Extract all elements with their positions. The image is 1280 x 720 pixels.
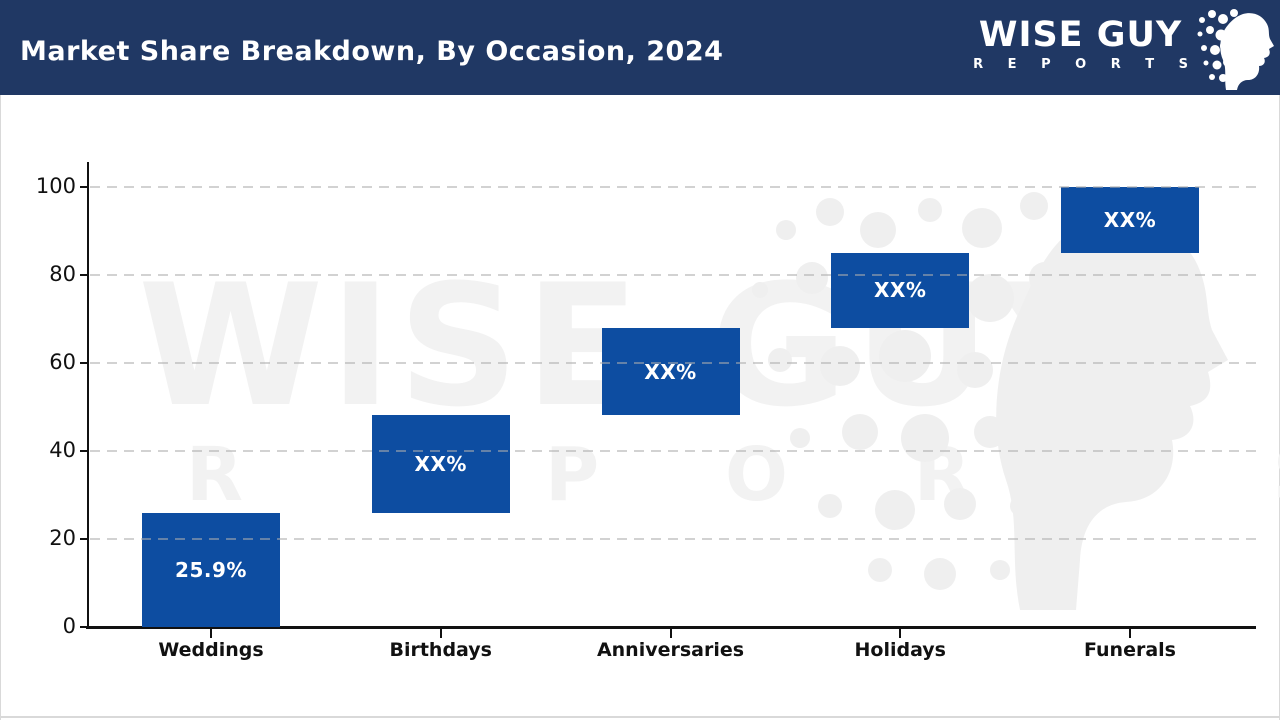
y-tick-label-100: 100 <box>35 174 76 198</box>
logo-wordmark: WISE GUY R E P O R T S <box>963 16 1198 72</box>
logo-line1: WISE GUY <box>978 15 1183 55</box>
gridline-80 <box>90 274 1256 276</box>
gridline-60 <box>90 362 1256 364</box>
gridline-20 <box>90 538 1256 540</box>
y-tick-label-40: 40 <box>49 438 76 462</box>
logo-face-icon <box>1197 9 1274 90</box>
x-tick-mark <box>669 629 672 638</box>
gridline-40 <box>90 450 1256 452</box>
header-bar: Market Share Breakdown, By Occasion, 202… <box>0 0 1280 95</box>
gridline-100 <box>90 186 1256 188</box>
y-tick-mark <box>80 362 88 364</box>
bar-label: XX% <box>874 278 927 303</box>
bar-holidays: XX% <box>831 252 970 329</box>
bar-weddings: 25.9% <box>142 513 280 627</box>
bar-label: 25.9% <box>175 558 247 582</box>
x-tick-mark <box>439 629 442 638</box>
x-tick-label-funerals: Funerals <box>1084 639 1176 661</box>
logo-line2: R E P O R T S <box>973 57 1198 72</box>
bar-funerals: XX% <box>1061 187 1199 253</box>
bottom-rule <box>0 716 1280 718</box>
y-tick-mark <box>80 450 88 452</box>
y-tick-mark <box>80 274 88 276</box>
x-tick-label-anniversaries: Anniversaries <box>596 639 745 661</box>
y-tick-mark <box>80 626 88 628</box>
y-tick-label-0: 0 <box>62 614 76 638</box>
chart-title: Market Share Breakdown, By Occasion, 202… <box>20 36 724 67</box>
x-tick-label-holidays: Holidays <box>854 639 946 661</box>
bar-label: XX% <box>414 451 467 476</box>
x-axis <box>86 626 1256 629</box>
y-axis <box>87 162 89 628</box>
y-tick-label-60: 60 <box>49 350 76 374</box>
bar-birthdays: XX% <box>371 414 510 514</box>
x-tick-mark <box>1129 629 1131 638</box>
bar-anniversaries: XX% <box>601 328 740 415</box>
bar-label: XX% <box>1103 207 1157 232</box>
x-tick-label-weddings: Weddings <box>158 639 264 661</box>
x-tick-mark <box>210 629 212 638</box>
y-tick-mark <box>80 538 88 540</box>
x-tick-label-birthdays: Birthdays <box>389 639 492 661</box>
x-tick-mark <box>899 629 902 638</box>
y-tick-label-20: 20 <box>49 526 76 550</box>
y-tick-label-80: 80 <box>49 262 76 286</box>
y-tick-mark <box>80 186 88 188</box>
